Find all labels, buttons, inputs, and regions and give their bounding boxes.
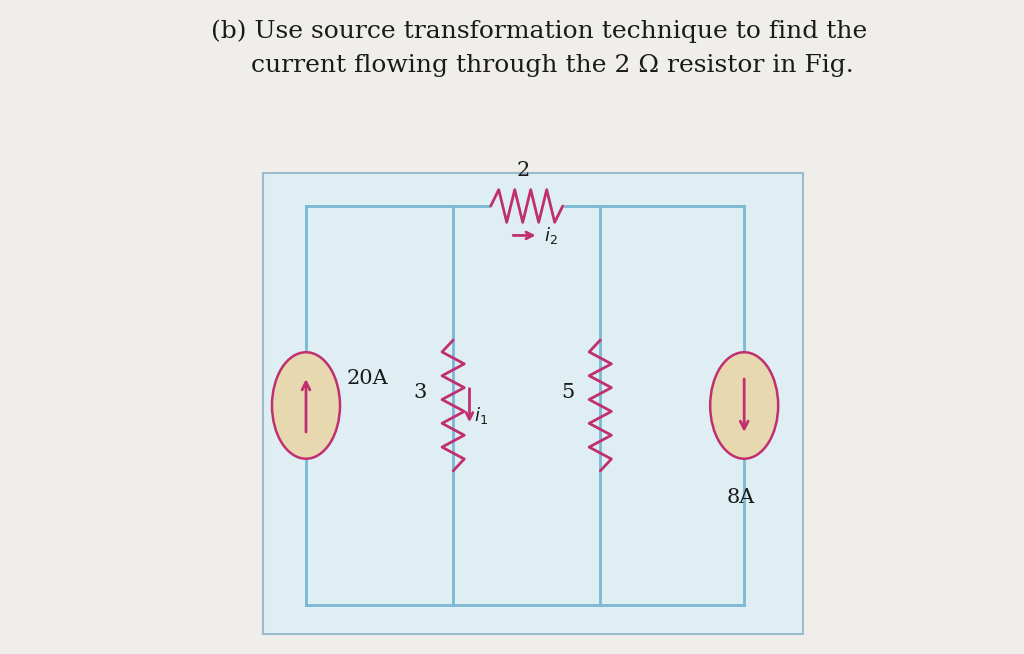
Text: 8A: 8A (727, 488, 755, 507)
Text: $i_2$: $i_2$ (544, 225, 557, 246)
Bar (263, 173, 803, 634)
Text: 20A: 20A (346, 370, 388, 388)
Text: 5: 5 (561, 383, 574, 402)
Text: (b) Use source transformation technique to find the
     current flowing through: (b) Use source transformation technique … (211, 20, 867, 77)
Text: 3: 3 (414, 383, 427, 402)
Text: $i_1$: $i_1$ (474, 405, 488, 426)
Ellipse shape (711, 353, 778, 458)
Text: 2: 2 (517, 161, 530, 180)
Ellipse shape (272, 353, 340, 458)
